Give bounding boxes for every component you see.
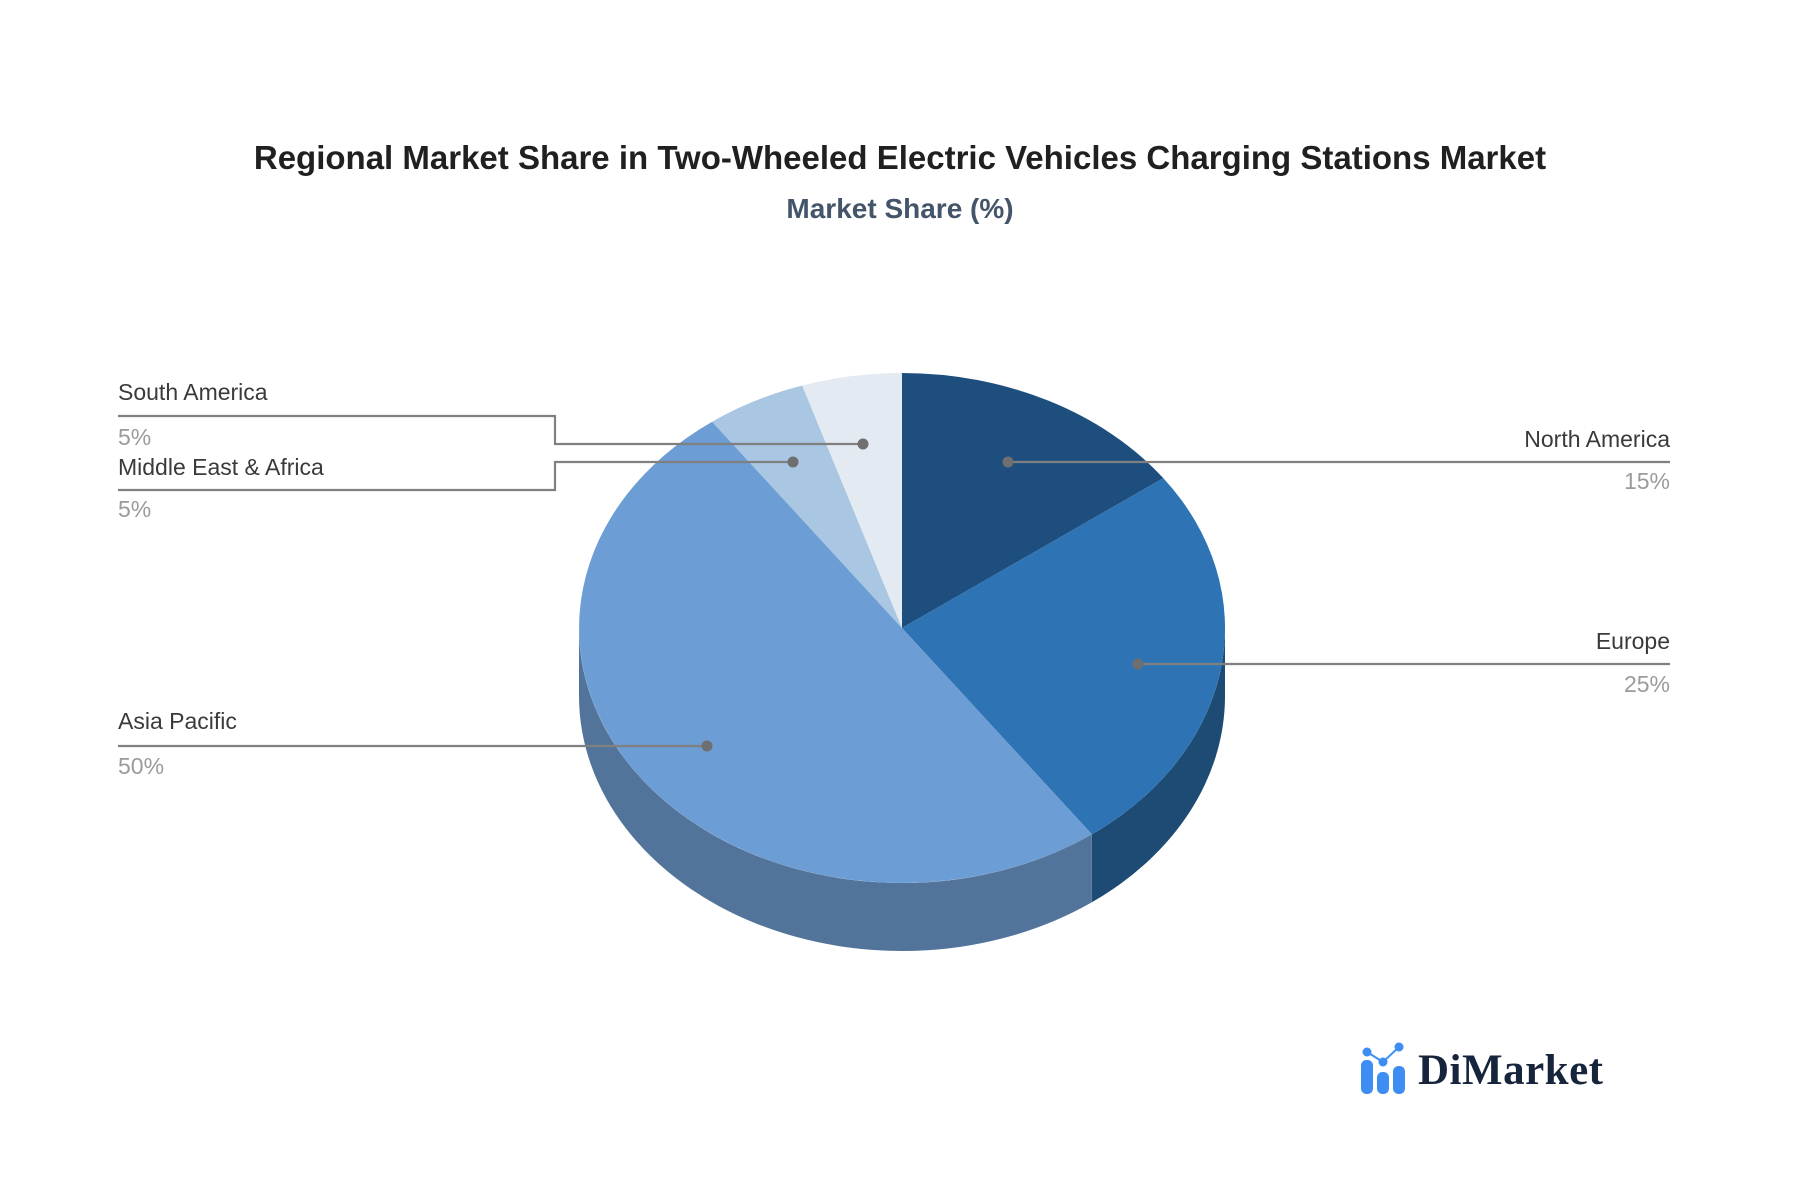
- logo-dot: [1378, 1057, 1388, 1067]
- callout-label-middle-east-africa: Middle East & Africa: [118, 454, 324, 480]
- logo-dot: [1394, 1042, 1404, 1052]
- pie-slice-north-america[interactable]: [902, 373, 1164, 628]
- dimarket-logo: DiMarket: [1360, 1040, 1604, 1100]
- callout-label-south-america: South America: [118, 379, 268, 405]
- callout-line-south-america: [118, 414, 863, 446]
- callout-label-asia-pacific: Asia Pacific: [118, 708, 237, 734]
- callout-value-asia-pacific: 50%: [118, 753, 165, 779]
- callout-dot-asia-pacific: [701, 740, 713, 752]
- logo-bar: [1393, 1066, 1405, 1094]
- callout-value-north-america: 15%: [1623, 468, 1670, 494]
- chart-subtitle: Market Share (%): [786, 193, 1014, 224]
- callout-dot-north-america: [1002, 456, 1014, 468]
- chart-title: Regional Market Share in Two-Wheeled Ele…: [253, 139, 1547, 176]
- logo-dot: [1362, 1047, 1372, 1057]
- callout-dot-europe: [1132, 658, 1144, 670]
- callout-dot-south-america: [857, 438, 869, 450]
- callout-dot-middle-east-africa: [787, 456, 799, 468]
- logo-bar-chart-icon: [1361, 1042, 1405, 1094]
- pie-slice-europe[interactable]: [902, 478, 1225, 835]
- callout-line-middle-east-africa: [118, 460, 793, 492]
- pie-slice-south-america[interactable]: [802, 373, 902, 628]
- callout-value-europe: 25%: [1623, 671, 1670, 697]
- pie-slice-side-asia-pacific: [579, 628, 1092, 951]
- callout-value-south-america: 5%: [118, 424, 152, 450]
- callout-value-middle-east-africa: 5%: [118, 496, 152, 522]
- pie-slice-asia-pacific[interactable]: [579, 421, 1092, 883]
- logo-text: DiMarket: [1418, 1046, 1604, 1094]
- pie-slice-side-europe: [1091, 628, 1225, 903]
- callout-label-north-america: North America: [1524, 426, 1670, 452]
- logo-bar: [1361, 1060, 1373, 1094]
- callout-label-europe: Europe: [1595, 628, 1670, 654]
- logo-bar: [1377, 1072, 1389, 1094]
- pie-slice-middle-east-africa[interactable]: [712, 385, 902, 628]
